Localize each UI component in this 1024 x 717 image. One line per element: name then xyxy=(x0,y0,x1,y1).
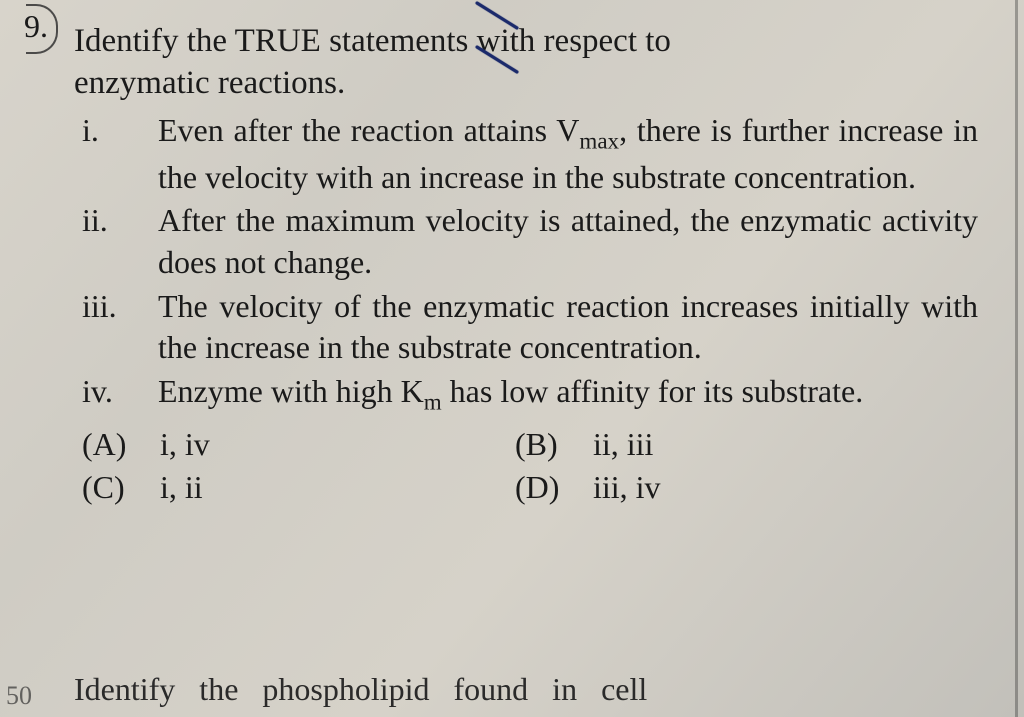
option-text: i, ii xyxy=(160,466,515,509)
option-a: (A) i, iv xyxy=(82,423,515,466)
option-c: (C) i, ii xyxy=(82,466,515,509)
statement-label: iii. xyxy=(82,286,158,369)
option-text: ii, iii xyxy=(593,423,948,466)
question-prompt: Identify the TRUE statements with respec… xyxy=(74,20,984,104)
option-d: (D) iii, iv xyxy=(515,466,948,509)
statement-ii: ii. After the maximum velocity is attain… xyxy=(82,200,984,283)
option-label: (D) xyxy=(515,466,593,509)
statement-text: Even after the reaction attains Vmax, th… xyxy=(158,110,984,198)
statement-iii: iii. The velocity of the enzymatic react… xyxy=(82,286,984,369)
footer-text: Identify the phospholipid found in cell xyxy=(74,669,647,711)
page-margin-number: 50 xyxy=(6,681,32,711)
option-label: (A) xyxy=(82,423,160,466)
question-content: Identify the TRUE statements with respec… xyxy=(74,20,984,510)
statement-label: iv. xyxy=(82,371,158,417)
next-question-fragment: Identify the phospholipid found in cell xyxy=(74,669,994,711)
question-number-arc xyxy=(26,4,58,54)
statement-iv: iv. Enzyme with high Km has low affinity… xyxy=(82,371,984,417)
prompt-line-1: Identify the TRUE statements with respec… xyxy=(74,23,671,59)
statement-label: ii. xyxy=(82,200,158,283)
statement-label: i. xyxy=(82,110,158,198)
statement-list: i. Even after the reaction attains Vmax,… xyxy=(82,110,984,417)
page-right-edge xyxy=(1015,0,1018,717)
option-text: iii, iv xyxy=(593,466,948,509)
options: (A) i, iv (B) ii, iii (C) i, ii (D) iii,… xyxy=(82,423,984,509)
statement-text: Enzyme with high Km has low affinity for… xyxy=(158,371,984,417)
option-b: (B) ii, iii xyxy=(515,423,948,466)
statement-text: The velocity of the enzymatic reaction i… xyxy=(158,286,984,369)
option-label: (B) xyxy=(515,423,593,466)
statement-i: i. Even after the reaction attains Vmax,… xyxy=(82,110,984,198)
prompt-line-2: enzymatic reactions. xyxy=(74,65,345,101)
statement-text: After the maximum velocity is attained, … xyxy=(158,200,984,283)
question-number-wrap: 9. xyxy=(0,8,48,45)
page: 9. Identify the TRUE statements with res… xyxy=(0,0,1024,717)
option-text: i, iv xyxy=(160,423,515,466)
option-label: (C) xyxy=(82,466,160,509)
